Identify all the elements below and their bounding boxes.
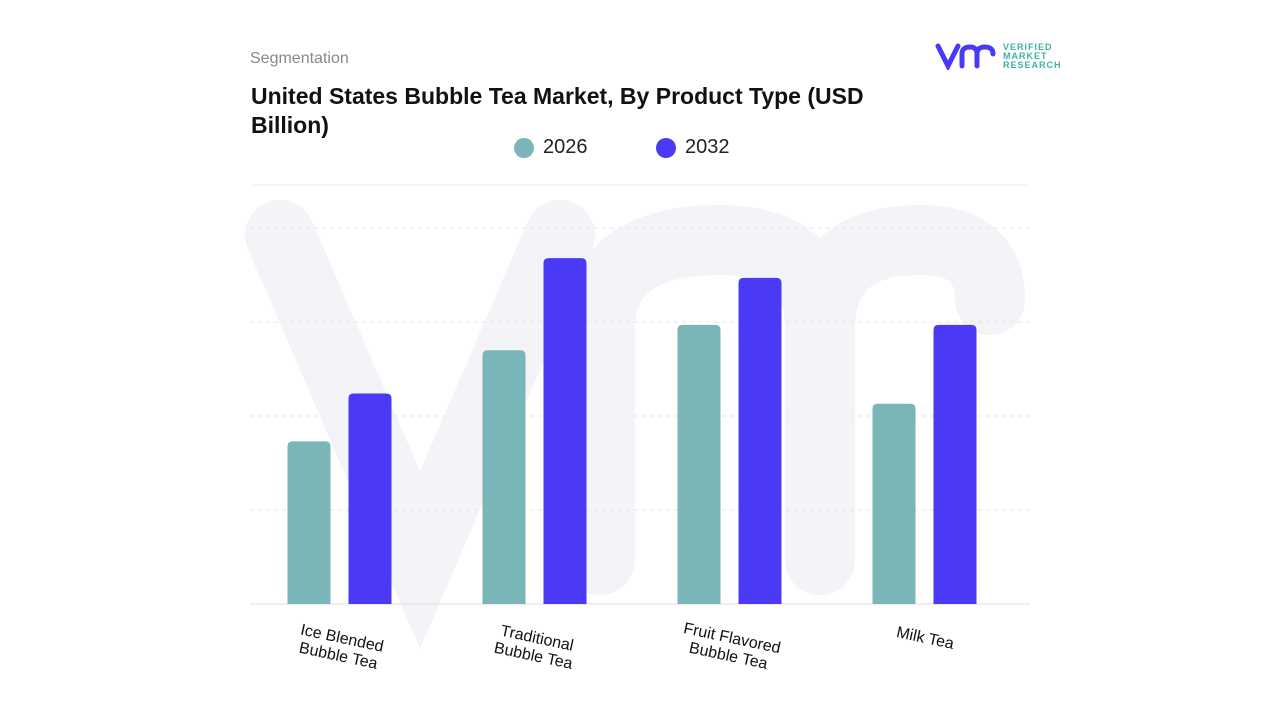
bar-2032-0 bbox=[348, 393, 392, 604]
bar-2032-2 bbox=[738, 277, 782, 604]
vmr-logo-icon bbox=[935, 43, 996, 70]
segment-label: Segmentation bbox=[250, 50, 349, 67]
watermark-logo bbox=[245, 200, 1025, 649]
bar-2026-2 bbox=[677, 324, 721, 604]
logo: VERIFIED MARKET RESEARCH bbox=[935, 42, 1062, 70]
legend-item-2026: 2026 bbox=[514, 136, 588, 159]
bar-2026-3 bbox=[872, 403, 916, 604]
bar-2026-1 bbox=[482, 350, 526, 604]
logo-text-3: RESEARCH bbox=[1003, 59, 1062, 70]
logo-text-1: VERIFIED bbox=[1003, 41, 1053, 52]
logo-text-2: MARKET bbox=[1003, 50, 1048, 61]
legend-swatch bbox=[514, 137, 534, 158]
bar-2032-3 bbox=[933, 324, 977, 604]
legend-swatch bbox=[656, 137, 676, 158]
legend-label: 2032 bbox=[685, 136, 730, 158]
chart-title: United States Bubble Tea Market, By Prod… bbox=[251, 83, 864, 138]
bar-2026-0 bbox=[287, 441, 331, 604]
legend-item-2032: 2032 bbox=[656, 136, 730, 159]
legend-label: 2026 bbox=[543, 136, 588, 158]
bar-2032-1 bbox=[543, 258, 587, 604]
